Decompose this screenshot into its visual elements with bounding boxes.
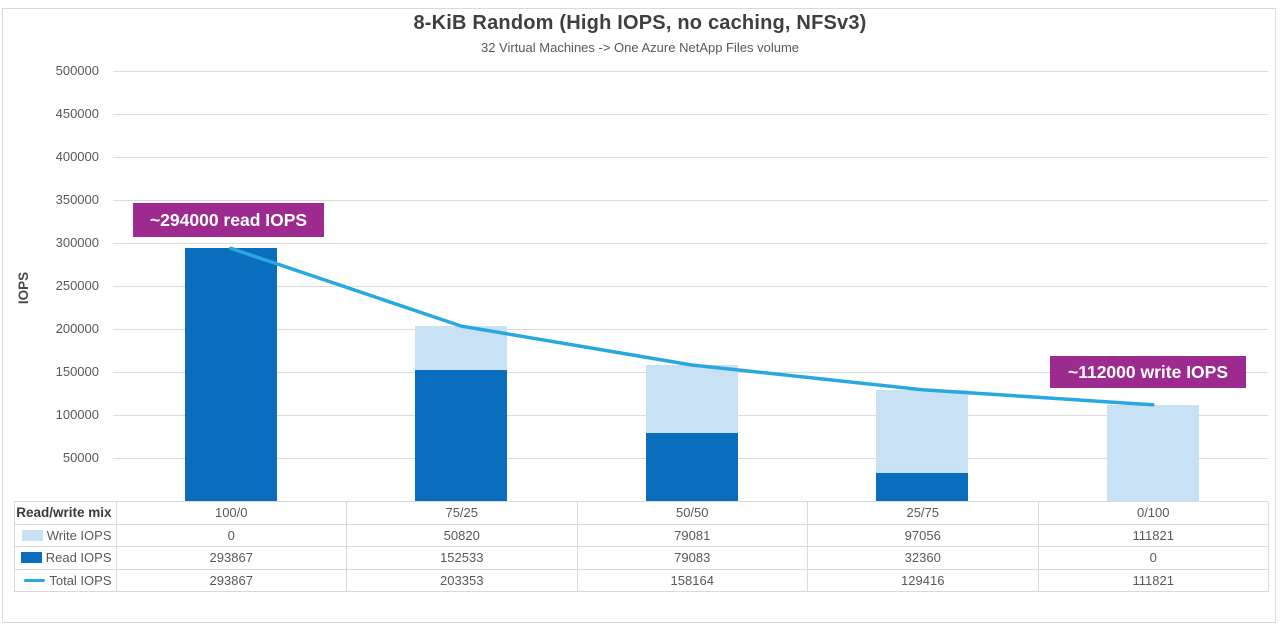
annotation-read-iops: ~294000 read IOPS [133,203,324,237]
gridline [113,71,1268,72]
table-value-cell: 111821 [1038,524,1269,547]
table-value-cell: 158164 [577,569,808,592]
table-value-cell: 50820 [347,524,578,547]
table-series-label-text: Write IOPS [46,527,112,543]
read-iops-bar-segment [645,432,738,501]
table-series-label: Read IOPS [15,547,117,570]
table-series-label-text: Read IOPS [45,550,112,566]
table-value-cell: 152533 [347,547,578,570]
table-value-cell: 79081 [577,524,808,547]
table-category-cell: 0/100 [1038,502,1269,525]
y-tick-label: 100000 [55,407,99,422]
y-tick-label: 350000 [55,192,99,207]
write-iops-swatch-icon [21,529,43,541]
gridline [113,286,1268,287]
table-value-cell: 293867 [116,569,347,592]
table-value-cell: 203353 [347,569,578,592]
table-value-cell: 111821 [1038,569,1269,592]
table-value-cell: 129416 [808,569,1039,592]
table-series-label: Total IOPS [15,569,117,592]
write-iops-bar-segment [1106,404,1199,501]
y-tick-label: 200000 [55,321,99,336]
annotation-write-iops: ~112000 write IOPS [1050,356,1246,388]
table-value-cell: 32360 [808,547,1039,570]
read-iops-swatch-icon [20,552,42,564]
table-row-header: Read/write mix [15,502,117,525]
gridline [113,243,1268,244]
y-tick-label: 500000 [55,63,99,78]
y-tick-label: 50000 [62,450,99,465]
read-iops-bar-segment [876,473,969,501]
y-tick-label: 300000 [55,235,99,250]
table-value-cell: 97056 [808,524,1039,547]
y-tick-label: 150000 [55,364,99,379]
total-iops-line-swatch-icon [24,578,46,582]
table-category-cell: 25/75 [808,502,1039,525]
write-iops-bar-segment [876,389,969,474]
write-iops-bar-segment [415,326,508,370]
y-tick-label: 450000 [55,106,99,121]
write-iops-bar-segment [645,364,738,433]
table-category-cell: 100/0 [116,502,347,525]
table-series-label-text: Total IOPS [49,572,112,588]
table-value-cell: 0 [116,524,347,547]
table-value-cell: 79083 [577,547,808,570]
read-iops-bar-segment [184,248,277,501]
read-iops-bar-segment [415,369,508,501]
chart-subtitle: 32 Virtual Machines -> One Azure NetApp … [480,40,800,55]
gridline [113,157,1268,158]
table-value-cell: 0 [1038,547,1269,570]
gridline [113,114,1268,115]
gridline [113,329,1268,330]
y-tick-label: 400000 [55,149,99,164]
gridline [113,200,1268,201]
data-table: Read/write mix 100/0 75/25 50/50 25/75 0/100 W… [14,501,1269,592]
table-category-cell: 75/25 [347,502,578,525]
table-series-label: Write IOPS [15,524,117,547]
table-value-cell: 293867 [116,547,347,570]
chart-title: 8-KiB Random (High IOPS, no caching, NFS… [413,12,867,34]
table-category-cell: 50/50 [577,502,808,525]
y-tick-label: 250000 [55,278,99,293]
